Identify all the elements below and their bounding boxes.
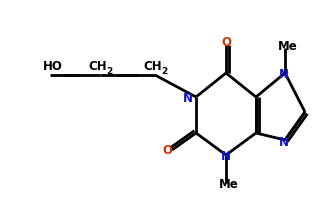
Text: Me: Me [278,41,298,53]
Text: N: N [221,150,231,162]
Text: Me: Me [219,178,239,191]
Text: N: N [279,136,289,148]
Text: CH: CH [144,60,162,74]
Text: N: N [279,67,289,81]
Text: CH: CH [89,60,107,74]
Text: 2: 2 [161,67,167,76]
Text: HO: HO [43,60,63,74]
Text: N: N [183,92,193,104]
Text: 2: 2 [106,67,112,76]
Text: O: O [221,37,231,49]
Text: O: O [162,145,172,157]
